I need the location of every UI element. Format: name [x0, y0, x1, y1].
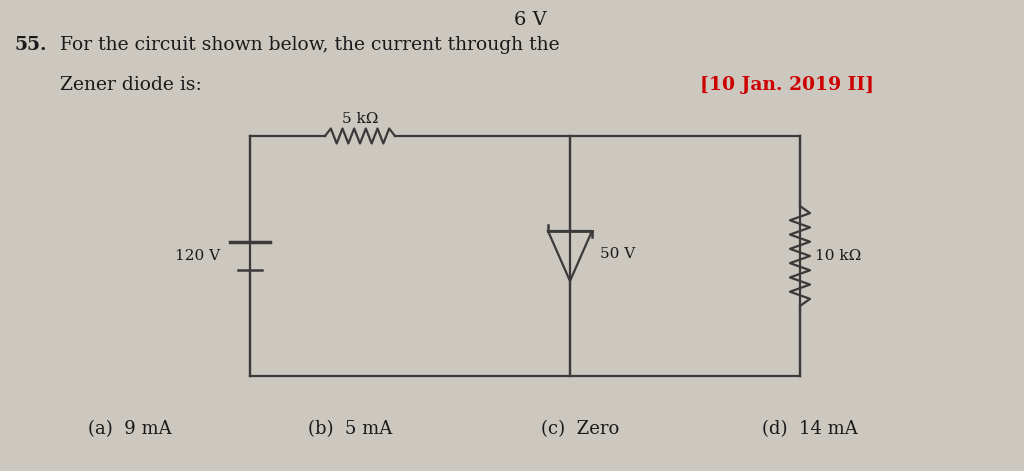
- Text: Zener diode is:: Zener diode is:: [60, 76, 202, 94]
- Text: 5 kΩ: 5 kΩ: [342, 112, 378, 126]
- Text: 50 V: 50 V: [600, 247, 635, 261]
- Text: 120 V: 120 V: [175, 249, 220, 263]
- Text: (a)  9 mA: (a) 9 mA: [88, 420, 172, 438]
- Text: [10 Jan. 2019 II]: [10 Jan. 2019 II]: [700, 76, 874, 94]
- Text: (d)  14 mA: (d) 14 mA: [762, 420, 858, 438]
- Text: (b)  5 mA: (b) 5 mA: [308, 420, 392, 438]
- Text: 6 V: 6 V: [514, 11, 547, 29]
- Text: 55.: 55.: [15, 36, 47, 54]
- Text: For the circuit shown below, the current through the: For the circuit shown below, the current…: [60, 36, 560, 54]
- Text: 10 kΩ: 10 kΩ: [815, 249, 861, 263]
- Text: (c)  Zero: (c) Zero: [541, 420, 620, 438]
